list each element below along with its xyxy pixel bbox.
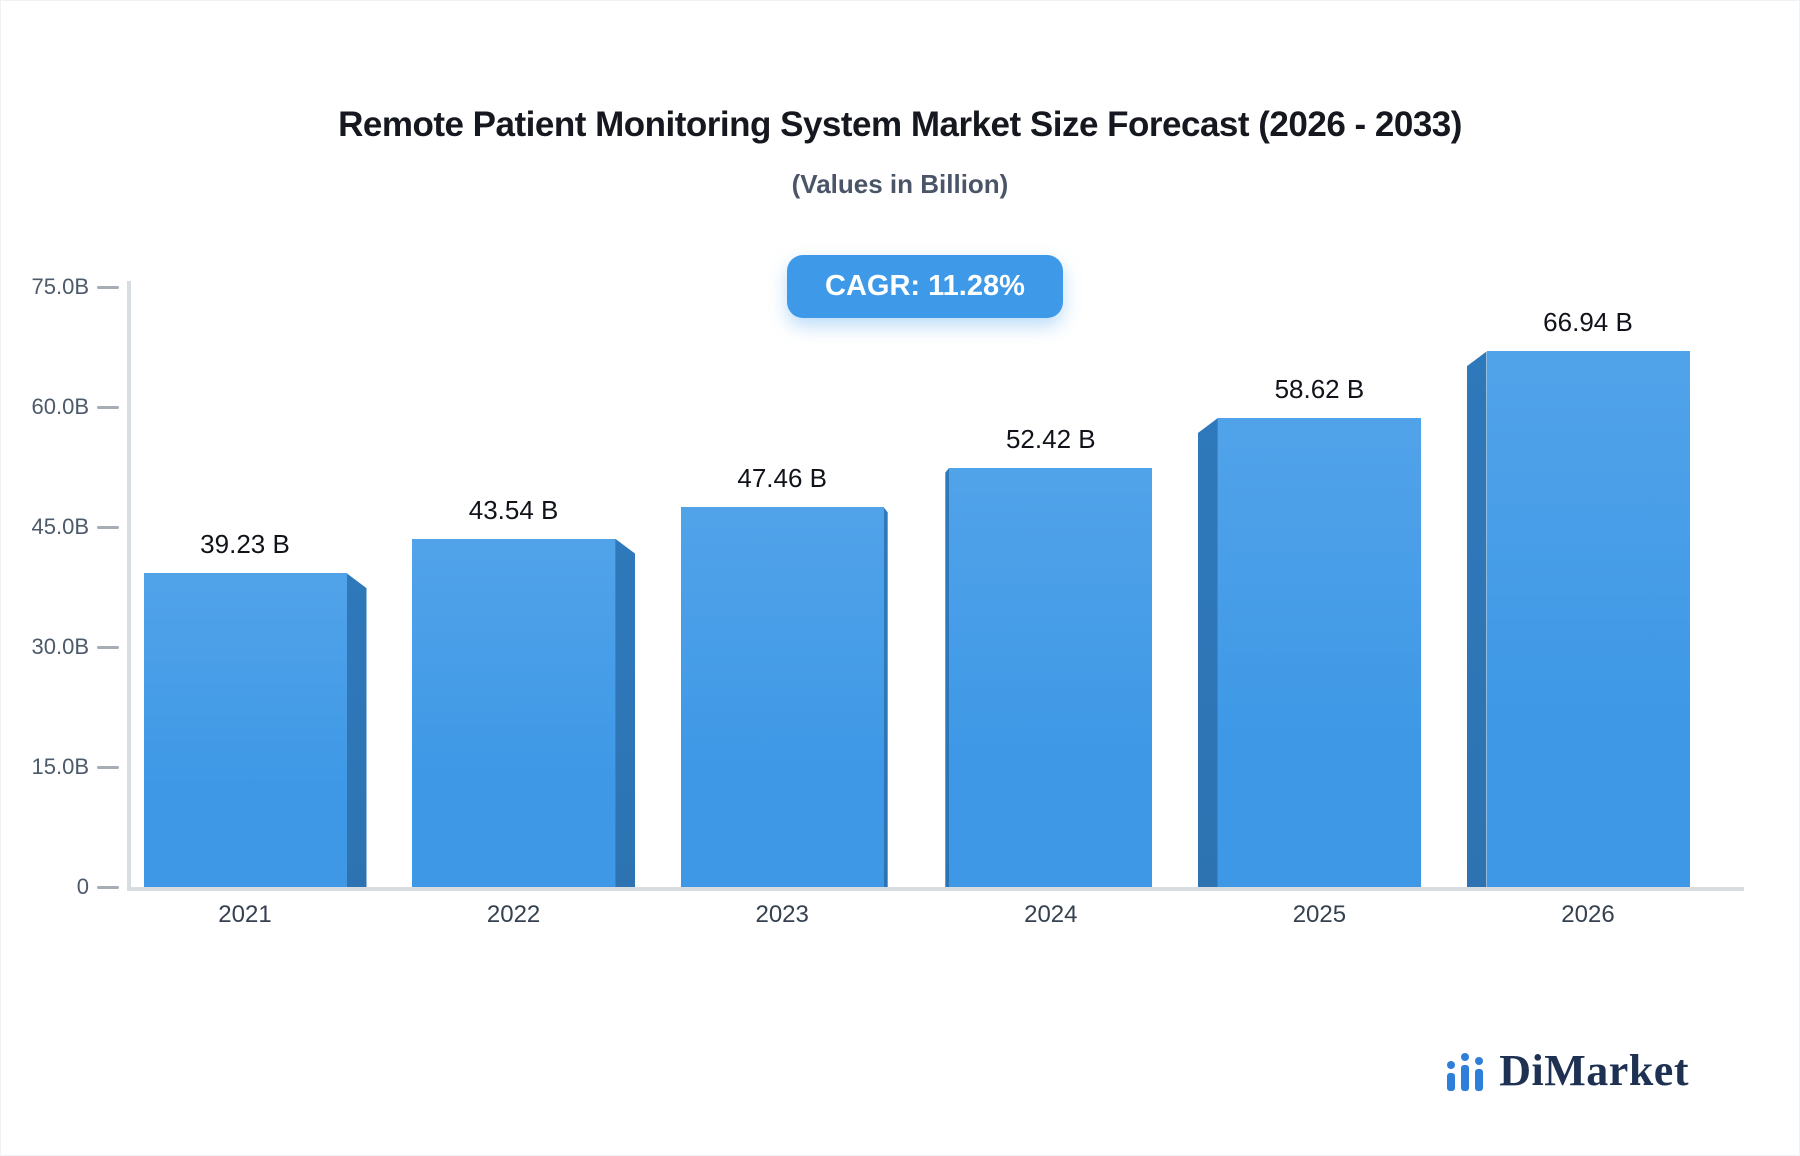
bar-2024 [949, 467, 1153, 887]
x-axis-label-2025: 2025 [1292, 901, 1347, 928]
cagr-badge: CAGR: 11.28% [787, 255, 1063, 318]
y-tick-dash [97, 886, 119, 889]
y-tick-dash [97, 646, 119, 649]
y-tick-dash [97, 766, 119, 769]
y-tick-label: 30.0B [31, 634, 90, 659]
bar-2022 [412, 538, 616, 887]
chart-title: Remote Patient Monitoring System Market … [338, 105, 1462, 144]
bar-value-label: 43.54 B [468, 494, 559, 525]
bar-2021 [143, 573, 347, 887]
bar-value-label: 58.62 B [1274, 374, 1365, 405]
y-tick-dash [97, 286, 119, 289]
bar-value-label: 47.46 B [737, 463, 827, 494]
chart-subtitle: (Values in Billion) [791, 169, 1009, 199]
x-axis-label-2022: 2022 [486, 901, 541, 928]
x-axis-label-2024: 2024 [1024, 901, 1078, 928]
y-tick-label: 75.0B [31, 274, 90, 299]
bar-value-label: 66.94 B [1543, 307, 1633, 338]
x-axis-baseline [127, 887, 1744, 891]
bar-value-label: 39.23 B [200, 529, 290, 560]
bar-3d-side [1466, 351, 1487, 887]
bar-chart-logo-icon [1443, 1048, 1489, 1094]
dimarket-logo: DiMarket [1443, 1045, 1689, 1096]
bar-3d-side [346, 573, 367, 887]
bar-3d-side [945, 467, 950, 887]
x-axis-label-2023: 2023 [755, 901, 809, 928]
y-tick-dash [97, 406, 119, 409]
bar-2025 [1217, 418, 1421, 887]
y-tick-label: 15.0B [31, 754, 90, 779]
y-axis-line [127, 281, 131, 889]
logo-text: DiMarket [1499, 1046, 1689, 1095]
x-axis-label-2026: 2026 [1561, 901, 1615, 928]
bar-2023 [680, 507, 884, 887]
bar-3d-side [883, 507, 888, 887]
bar-3d-side [1197, 418, 1218, 887]
y-tick-label: 60.0B [31, 394, 90, 419]
bar-3d-side [615, 538, 636, 887]
bar-2026 [1486, 351, 1690, 887]
y-tick-label: 45.0B [31, 514, 90, 539]
x-axis-label-2021: 2021 [218, 901, 272, 928]
y-tick-label: 0 [76, 874, 89, 899]
bar-value-label: 52.42 B [1005, 423, 1096, 454]
y-tick-dash [97, 526, 119, 529]
